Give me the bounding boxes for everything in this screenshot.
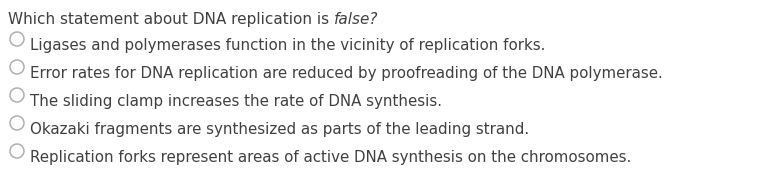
Ellipse shape — [10, 116, 24, 130]
Text: false?: false? — [334, 12, 379, 27]
Ellipse shape — [10, 144, 24, 158]
Ellipse shape — [10, 32, 24, 46]
Text: Error rates for DNA replication are reduced by proofreading of the DNA polymeras: Error rates for DNA replication are redu… — [30, 66, 663, 81]
Ellipse shape — [10, 60, 24, 74]
Text: The sliding clamp increases the rate of DNA synthesis.: The sliding clamp increases the rate of … — [30, 94, 442, 109]
Text: Replication forks represent areas of active DNA synthesis on the chromosomes.: Replication forks represent areas of act… — [30, 150, 631, 165]
Text: Which statement about DNA replication is: Which statement about DNA replication is — [8, 12, 334, 27]
Ellipse shape — [10, 88, 24, 102]
Text: Okazaki fragments are synthesized as parts of the leading strand.: Okazaki fragments are synthesized as par… — [30, 122, 529, 137]
Text: Ligases and polymerases function in the vicinity of replication forks.: Ligases and polymerases function in the … — [30, 38, 545, 53]
